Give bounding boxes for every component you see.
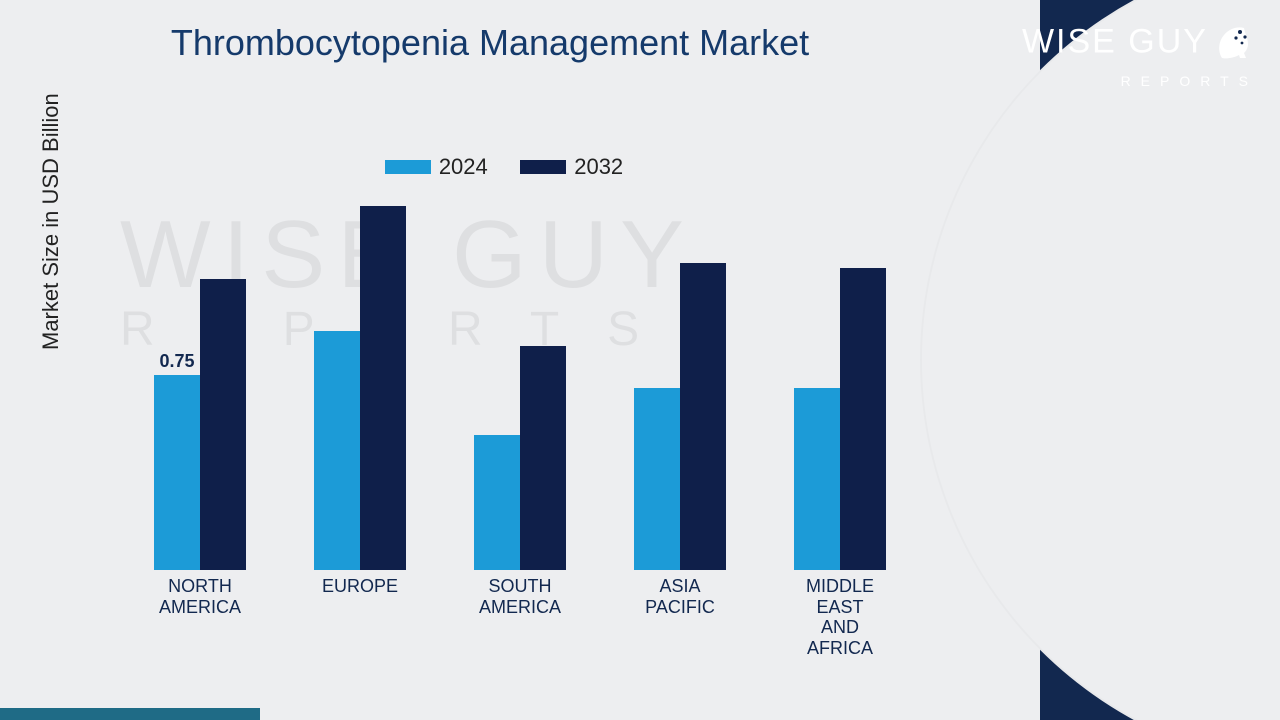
category-label-1: EUROPE [300,576,420,597]
chart-canvas: WISE GUY REPORTS Thrombocytopenia Manage… [0,0,1280,720]
logo-text-2: REPORTS [1022,75,1258,88]
brand-logo: WISE GUY REPORTS [1022,18,1258,87]
bar-2032-1 [360,206,406,570]
legend-swatch-2032 [520,160,566,174]
chart-title: Thrombocytopenia Management Market [0,22,980,64]
bar-2032-2 [520,346,566,570]
decor-circle [920,0,1280,720]
bar-2032-3 [680,263,726,570]
bar-2032-0 [200,279,246,570]
legend-swatch-2024 [385,160,431,174]
logo-text-1: WISE GUY [1022,22,1208,60]
legend: 2024 2032 [0,154,980,180]
category-label-4: MIDDLEEASTANDAFRICA [780,576,900,659]
bottom-accent-bar [0,708,260,720]
bar-2024-3 [634,388,680,570]
head-icon [1212,18,1258,69]
value-label: 0.75 [159,351,194,372]
bar-2024-1 [314,331,360,570]
category-label-0: NORTHAMERICA [140,576,260,617]
category-label-3: ASIAPACIFIC [620,576,740,617]
legend-label-2032: 2032 [574,154,623,180]
y-axis-label: Market Size in USD Billion [38,93,64,350]
plot-area [120,180,930,570]
legend-label-2024: 2024 [439,154,488,180]
category-label-2: SOUTHAMERICA [460,576,580,617]
bar-2024-0 [154,375,200,570]
bar-2032-4 [840,268,886,570]
bar-2024-4 [794,388,840,570]
bar-2024-2 [474,435,520,570]
